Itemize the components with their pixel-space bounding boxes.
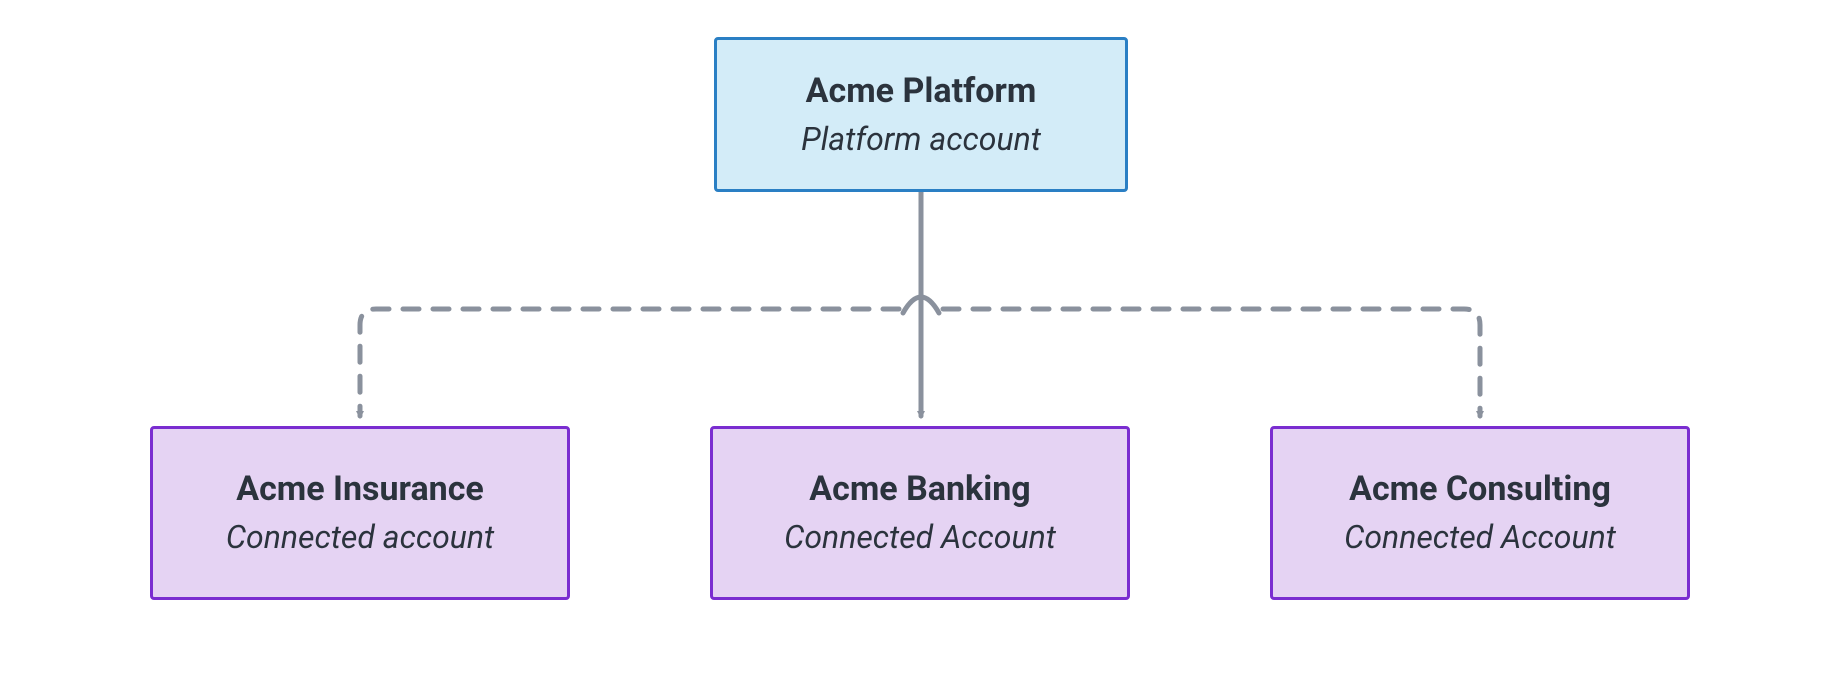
node-banking: Acme Banking Connected Account	[710, 426, 1130, 600]
node-insurance: Acme Insurance Connected account	[150, 426, 570, 600]
edge-split-mark	[903, 297, 939, 313]
edge-platform-to-insurance	[360, 309, 899, 416]
diagram-canvas: Acme Platform Platform account Acme Insu…	[0, 0, 1838, 700]
node-insurance-title: Acme Insurance	[236, 467, 484, 511]
node-consulting-title: Acme Consulting	[1349, 467, 1611, 511]
node-consulting-subtitle: Connected Account	[1344, 517, 1616, 559]
node-platform-subtitle: Platform account	[801, 119, 1041, 161]
node-platform: Acme Platform Platform account	[714, 37, 1128, 192]
edges-group	[360, 192, 1480, 416]
node-consulting: Acme Consulting Connected Account	[1270, 426, 1690, 600]
node-platform-title: Acme Platform	[806, 69, 1037, 113]
node-insurance-subtitle: Connected account	[226, 517, 494, 559]
node-banking-title: Acme Banking	[809, 467, 1030, 511]
node-banking-subtitle: Connected Account	[784, 517, 1056, 559]
edge-platform-to-consulting	[943, 309, 1480, 416]
